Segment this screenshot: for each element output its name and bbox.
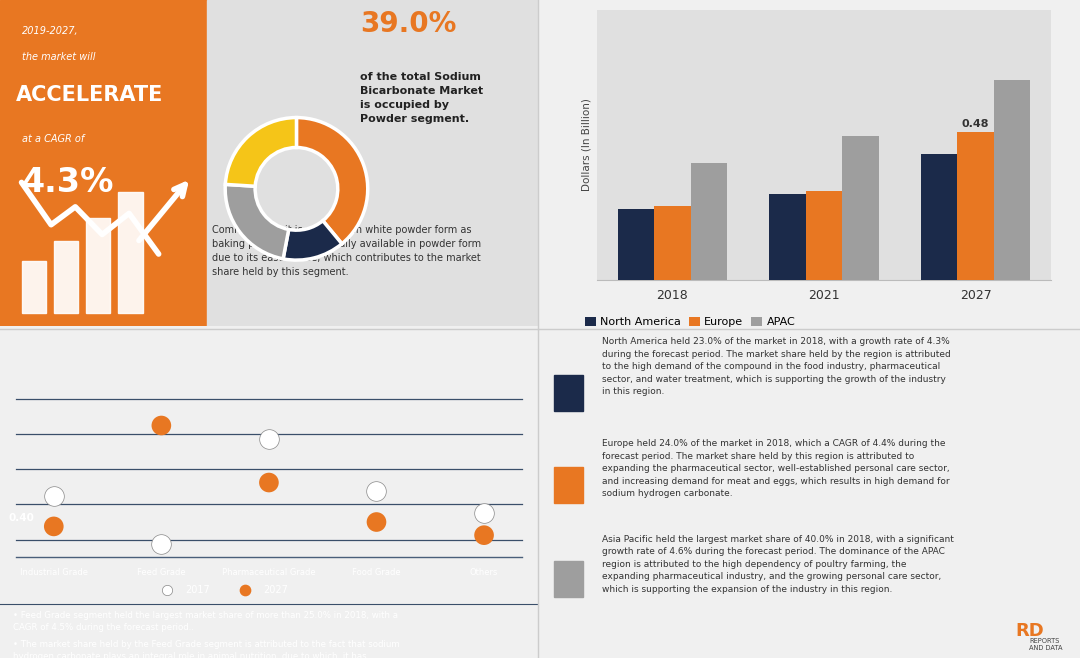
Text: Commercially, it is available in white powder form as
baking powder that is usua: Commercially, it is available in white p… (213, 225, 482, 277)
Text: the market will: the market will (22, 52, 95, 62)
Text: 4.3%: 4.3% (22, 166, 113, 199)
Legend: North America, Europe, APAC: North America, Europe, APAC (580, 312, 800, 332)
Y-axis label: Dollars (In Billion): Dollars (In Billion) (582, 98, 592, 191)
Text: Feed Grade: Feed Grade (137, 568, 186, 577)
Text: 2019-2027,: 2019-2027, (22, 26, 78, 36)
Bar (806, 191, 842, 280)
Bar (119, 192, 143, 313)
Text: • Feed Grade segment held the largest market share of more than 25.0% in 2018, w: • Feed Grade segment held the largest ma… (13, 611, 397, 632)
Point (260, 477, 278, 488)
Text: 2027: 2027 (264, 585, 288, 595)
Bar (22, 261, 45, 313)
Bar (994, 80, 1030, 280)
Text: Industrial Grade: Industrial Grade (19, 568, 87, 577)
Bar (554, 561, 583, 597)
Point (260, 434, 278, 444)
Text: North America held 23.0% of the market in 2018, with a growth rate of 4.3%
durin: North America held 23.0% of the market i… (603, 337, 951, 396)
Text: 39.0%: 39.0% (361, 10, 457, 38)
Text: Others: Others (470, 568, 498, 577)
Text: Pharmaceutical Grade: Pharmaceutical Grade (222, 568, 315, 577)
Wedge shape (296, 118, 367, 243)
Point (45, 490, 63, 501)
Bar (54, 241, 78, 313)
Text: Asia Pacific held the largest market share of 40.0% in 2018, with a significant
: Asia Pacific held the largest market sha… (603, 534, 954, 594)
Bar (842, 136, 879, 280)
Text: 0.48: 0.48 (962, 119, 989, 129)
Point (152, 539, 170, 549)
Bar (654, 206, 690, 280)
Bar (554, 467, 583, 503)
Bar (921, 154, 958, 280)
Text: 2017: 2017 (185, 585, 210, 595)
Bar (618, 209, 654, 280)
Bar (958, 132, 994, 280)
Text: at a CAGR of: at a CAGR of (22, 134, 84, 143)
Text: • The market share held by the Feed Grade segment is attributed to the fact that: • The market share held by the Feed Grad… (13, 640, 400, 658)
Wedge shape (226, 118, 297, 186)
Point (158, 585, 175, 595)
Bar (769, 194, 806, 280)
Text: Food Grade: Food Grade (352, 568, 401, 577)
Text: RD: RD (1015, 622, 1044, 640)
Point (152, 420, 170, 431)
Bar (690, 163, 727, 280)
Point (475, 508, 492, 519)
Text: of the total Sodium
Bicarbonate Market
is occupied by
Powder segment.: of the total Sodium Bicarbonate Market i… (361, 72, 484, 124)
Point (368, 517, 386, 527)
Text: REPORTS
AND DATA: REPORTS AND DATA (1029, 638, 1063, 651)
Text: ACCELERATE: ACCELERATE (16, 85, 163, 105)
Bar (86, 218, 110, 313)
Wedge shape (283, 220, 342, 260)
Bar (207, 0, 538, 326)
Point (475, 530, 492, 540)
Point (45, 521, 63, 532)
Point (368, 486, 386, 497)
Point (237, 585, 254, 595)
Text: 0.40: 0.40 (9, 513, 35, 523)
Bar (554, 375, 583, 411)
Text: Europe held 24.0% of the market in 2018, which a CAGR of 4.4% during the
forecas: Europe held 24.0% of the market in 2018,… (603, 440, 950, 498)
Wedge shape (226, 184, 288, 259)
